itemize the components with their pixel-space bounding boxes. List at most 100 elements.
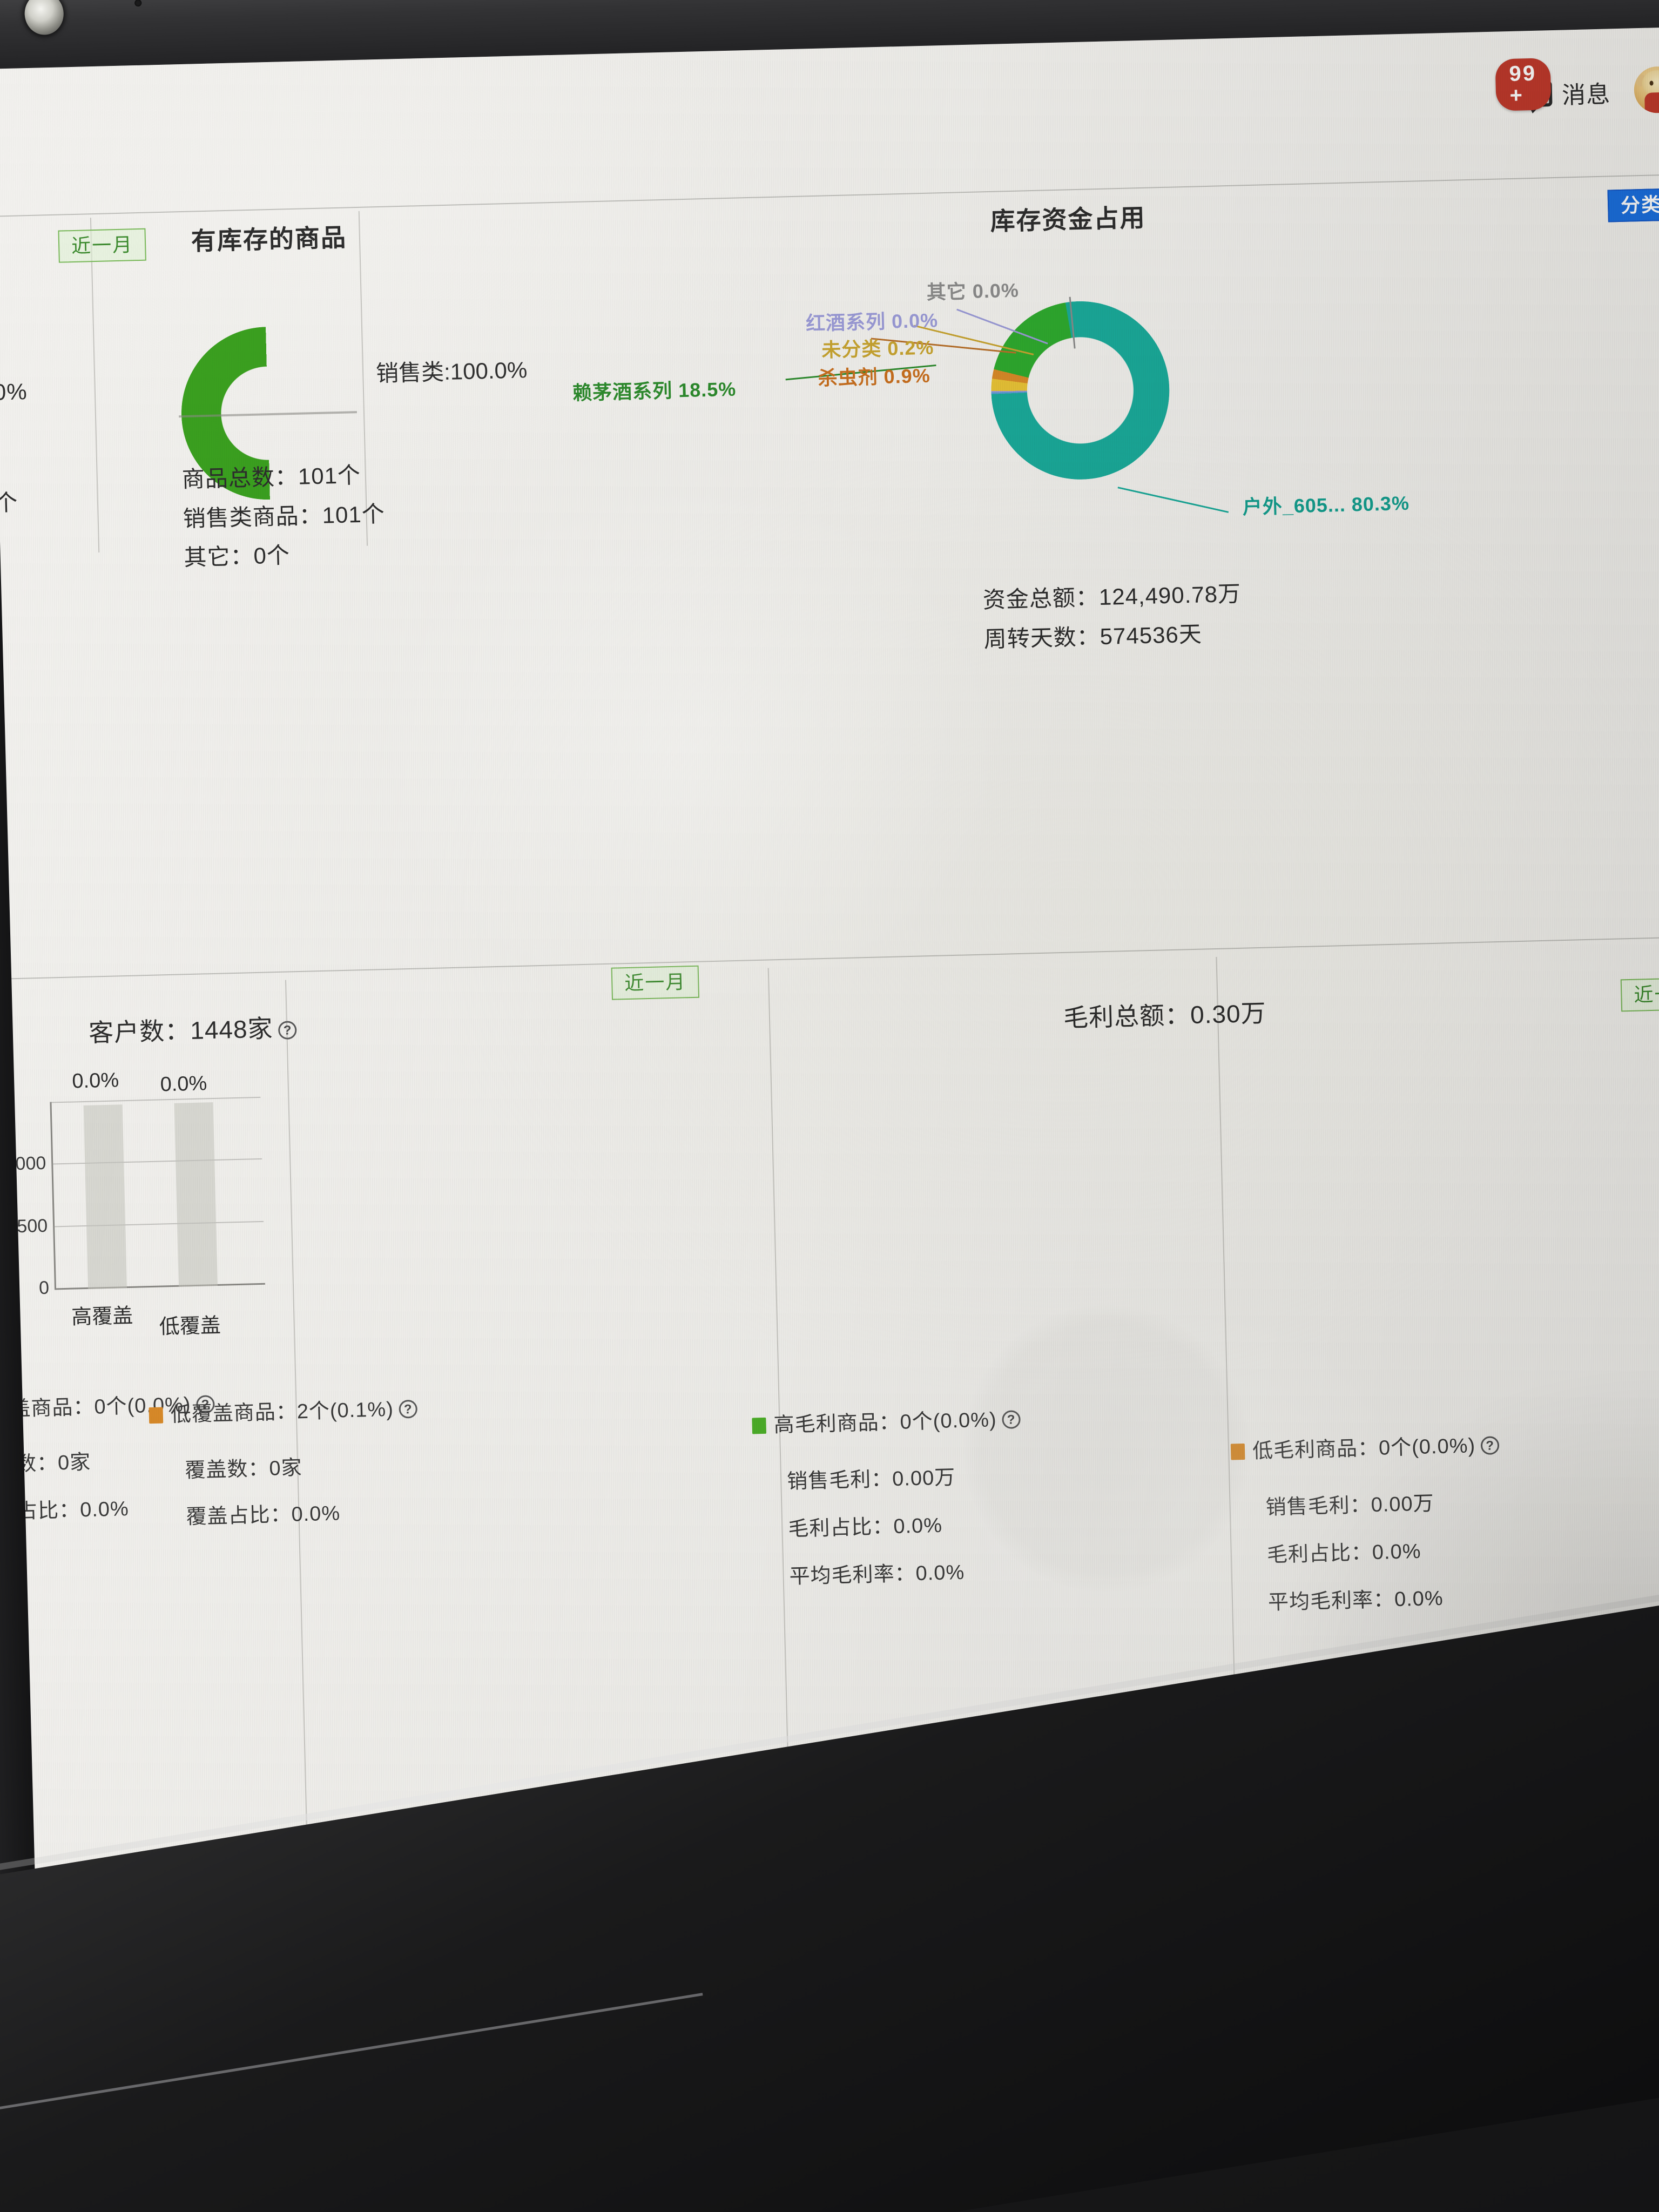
- panel-clipped-left: 品 0.0% 1个: [0, 218, 98, 555]
- low-coverage-ratio-value: 0.0%: [291, 1502, 341, 1526]
- high-profit-avg-rate-label: 平均毛利率：: [789, 1562, 916, 1588]
- clipped-count-value: 1个: [0, 489, 18, 516]
- donut-label-red-wine: 红酒系列 0.0%: [805, 309, 939, 335]
- help-icon[interactable]: ?: [1002, 1410, 1021, 1429]
- x-axis: [54, 1283, 265, 1290]
- gross-profit-total: 毛利总额：0.30万: [1063, 994, 1267, 1034]
- gross-profit-total-label: 毛利总额：: [1063, 1001, 1191, 1032]
- high-profit-sales-value: 0.00万: [892, 1466, 956, 1491]
- donut-label-pesticide: 杀虫剂 0.9%: [818, 364, 931, 389]
- low-profit-ratio-value: 0.0%: [1372, 1540, 1421, 1564]
- low-profit-sales-value: 0.00万: [1371, 1492, 1435, 1517]
- low-profit-title: 低毛利商品：0个(0.0%)?: [1230, 1428, 1500, 1464]
- donut-label-other: 其它 0.0%: [926, 279, 1020, 304]
- stat-sales-products: 销售类商品：101个: [183, 496, 385, 534]
- high-profit-avg-rate: 平均毛利率：0.0%: [789, 1555, 965, 1589]
- gridline-1000: [51, 1158, 262, 1165]
- x-label-high-coverage: 高覆盖: [71, 1304, 133, 1329]
- stat-turnover-days-value: 574536天: [1100, 621, 1203, 650]
- high-coverage-count-value: 0家: [57, 1451, 91, 1475]
- bar-high-coverage[interactable]: [83, 1104, 127, 1289]
- low-coverage-title-label: 低覆盖商品：: [170, 1400, 298, 1427]
- low-profit-ratio-label: 毛利占比：: [1266, 1541, 1373, 1567]
- panel-title-stock-products: 有库存的商品: [191, 223, 347, 255]
- coverage-bar-chart[interactable]: 1,000 500 0 0.0% 0.0% 高覆盖 低覆盖: [0, 1069, 271, 1339]
- high-profit-ratio-label: 毛利占比：: [787, 1515, 894, 1541]
- avatar-body-icon: [1644, 92, 1659, 113]
- messages-button[interactable]: 消息 99 +: [1494, 58, 1611, 111]
- panel-title-stock-capital: 库存资金占用: [989, 203, 1147, 235]
- low-profit-ratio: 毛利占比：0.0%: [1266, 1534, 1421, 1568]
- donut-label-maotai: 赖茅酒系列 18.5%: [572, 377, 737, 404]
- panel-low-coverage: 低覆盖商品：2个(0.1%)? 覆盖数：0家 覆盖占比：0.0%: [149, 968, 790, 1855]
- sensor-dot-icon: [134, 0, 142, 7]
- low-profit-avg-rate: 平均毛利率：0.0%: [1267, 1581, 1444, 1615]
- low-profit-title-value: 0个(0.0%): [1378, 1434, 1476, 1460]
- webcam-icon: [23, 0, 65, 36]
- stat-sales-products-label: 销售类商品：: [183, 502, 323, 532]
- high-profit-title-label: 高毛利商品：: [773, 1411, 901, 1437]
- high-profit-title-value: 0个(0.0%): [900, 1408, 997, 1434]
- stat-turnover-days: 周转天数：574536天: [983, 616, 1203, 654]
- messages-label: 消息: [1561, 81, 1611, 109]
- stat-other-products-label: 其它：: [183, 543, 254, 571]
- low-coverage-ratio-label: 覆盖占比：: [186, 1503, 292, 1529]
- stat-other-products: 其它：0个: [184, 537, 291, 572]
- high-profit-sales: 销售毛利：0.00万: [786, 1460, 956, 1494]
- bar-label-high-coverage: 0.0%: [71, 1069, 119, 1093]
- high-coverage-ratio-value: 0.0%: [79, 1498, 130, 1522]
- high-profit-ratio-value: 0.0%: [893, 1514, 943, 1539]
- customer-count-value: 1448家: [190, 1014, 274, 1045]
- gross-profit-total-value: 0.30万: [1190, 999, 1267, 1029]
- low-coverage-count: 覆盖数：0家: [185, 1451, 302, 1483]
- decorative-watermark-circle: [960, 1301, 1253, 1595]
- gridline-500: [53, 1220, 264, 1228]
- low-coverage-title-value: 2个(0.1%): [296, 1398, 394, 1424]
- stat-other-products-value: 0个: [253, 542, 291, 569]
- stat-capital-total: 资金总额：124,490.78万: [982, 576, 1242, 615]
- gridline-top: [50, 1096, 261, 1103]
- customer-count: 客户数：1448家?: [88, 1008, 298, 1049]
- low-coverage-count-label: 覆盖数：: [184, 1457, 269, 1482]
- panel-title-clipped: 品: [0, 227, 48, 265]
- stat-turnover-days-label: 周转天数：: [983, 624, 1101, 652]
- stat-capital-total-value: 124,490.78万: [1098, 581, 1242, 610]
- high-profit-color-swatch: [752, 1417, 767, 1434]
- y-axis: [50, 1102, 56, 1289]
- high-profit-ratio: 毛利占比：0.0%: [788, 1508, 943, 1542]
- low-profit-color-swatch: [1230, 1443, 1245, 1460]
- low-profit-title-label: 低毛利商品：: [1252, 1437, 1379, 1463]
- chip-last-month-gross-profit[interactable]: 近一月: [1620, 977, 1659, 1012]
- leader-line-outdoor: [1117, 487, 1229, 513]
- stat-capital-total-label: 资金总额：: [982, 584, 1100, 613]
- panel-stock-products: 有库存的商品 销售类:100.0% 商品总数：101个 销售类商品：101个 其…: [96, 211, 528, 570]
- high-profit-sales-label: 销售毛利：: [786, 1468, 893, 1493]
- stock-capital-donut-chart[interactable]: [987, 298, 1174, 483]
- bar-label-low-coverage: 0.0%: [160, 1072, 207, 1096]
- help-icon[interactable]: ?: [399, 1399, 418, 1419]
- donut-label-uncategorized: 未分类 0.2%: [821, 336, 934, 361]
- stat-total-products-label: 商品总数：: [181, 463, 299, 493]
- low-coverage-ratio: 覆盖占比：0.0%: [186, 1496, 341, 1529]
- stat-total-products: 商品总数：101个: [181, 457, 361, 494]
- x-label-low-coverage: 低覆盖: [159, 1314, 221, 1339]
- avatar[interactable]: [1633, 66, 1659, 114]
- chip-category-filter[interactable]: 分类: [1607, 188, 1659, 222]
- low-coverage-count-value: 0家: [268, 1456, 303, 1480]
- help-icon[interactable]: ?: [1480, 1436, 1500, 1455]
- low-coverage-title: 低覆盖商品：2个(0.1%)?: [149, 1392, 418, 1428]
- bar-low-coverage[interactable]: [174, 1102, 218, 1287]
- stat-total-products-value: 101个: [298, 462, 361, 489]
- low-profit-avg-rate-label: 平均毛利率：: [1267, 1588, 1395, 1614]
- donut-label-outdoor: 户外_605... 80.3%: [1242, 491, 1410, 518]
- panel-stock-capital: 库存资金占用 其它 0.0% 红酒系列 0.0% 未分类 0.2% 杀虫剂 0.…: [366, 178, 1659, 652]
- messages-unread-badge: 99 +: [1494, 58, 1552, 111]
- low-profit-sales: 销售毛利：0.00万: [1265, 1486, 1434, 1520]
- high-profit-avg-rate-value: 0.0%: [915, 1561, 965, 1586]
- low-profit-sales-label: 销售毛利：: [1265, 1494, 1372, 1519]
- clipped-percent-value: 0.0%: [0, 379, 28, 406]
- low-coverage-color-swatch: [149, 1407, 164, 1424]
- customer-count-label: 客户数：: [88, 1016, 191, 1047]
- low-profit-avg-rate-value: 0.0%: [1394, 1587, 1444, 1611]
